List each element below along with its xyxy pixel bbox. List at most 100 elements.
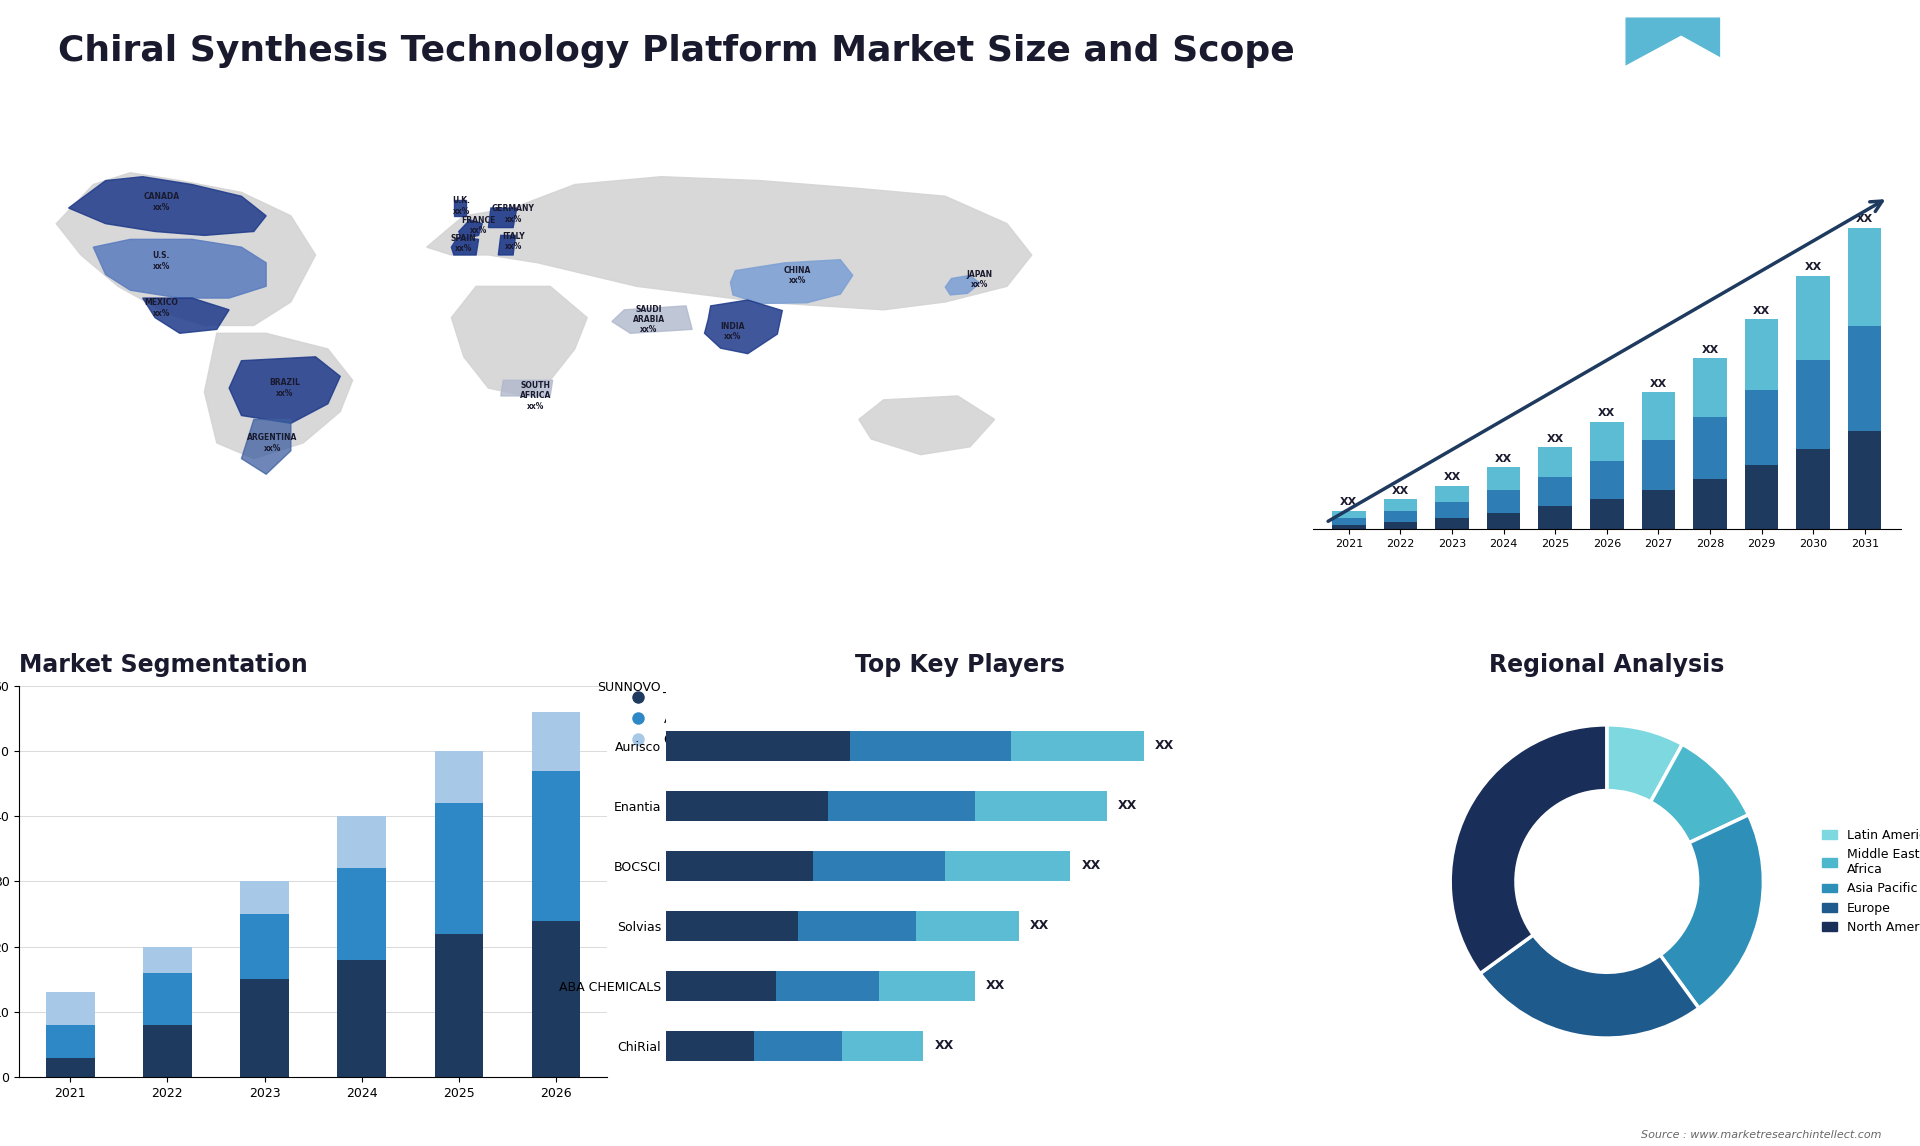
Text: MARKET: MARKET — [1757, 40, 1805, 50]
Polygon shape — [730, 260, 852, 304]
Bar — [532, 770, 580, 920]
Polygon shape — [499, 235, 516, 256]
Bar — [851, 731, 1012, 761]
Title: Top Key Players: Top Key Players — [854, 653, 1066, 677]
Bar — [1693, 358, 1726, 417]
Polygon shape — [69, 176, 267, 235]
Text: Source : www.marketresearchintellect.com: Source : www.marketresearchintellect.com — [1642, 1130, 1882, 1140]
Bar — [434, 751, 484, 803]
Text: Chiral Synthesis Technology Platform Market Size and Scope: Chiral Synthesis Technology Platform Mar… — [58, 34, 1294, 69]
Text: XX: XX — [1029, 919, 1048, 932]
Text: XX: XX — [1392, 486, 1409, 496]
Circle shape — [1517, 791, 1697, 972]
Polygon shape — [142, 298, 228, 333]
Text: Market Segmentation: Market Segmentation — [19, 653, 307, 677]
Text: XX: XX — [1154, 739, 1173, 752]
Bar — [1538, 477, 1572, 507]
Wedge shape — [1661, 815, 1763, 1008]
Text: CANADA
xx%: CANADA xx% — [144, 193, 179, 212]
Text: SPAIN
xx%: SPAIN xx% — [451, 234, 476, 253]
Text: BRAZIL
xx%: BRAZIL xx% — [269, 378, 300, 398]
Bar — [46, 992, 94, 1025]
Bar — [1538, 507, 1572, 529]
Bar — [240, 915, 288, 980]
Polygon shape — [501, 380, 553, 395]
Text: RESEARCH: RESEARCH — [1757, 66, 1818, 77]
Text: ARGENTINA
xx%: ARGENTINA xx% — [248, 433, 298, 453]
Text: INTELLECT: INTELLECT — [1757, 93, 1818, 103]
Text: XX: XX — [1701, 345, 1718, 354]
Bar — [1693, 479, 1726, 529]
Bar — [666, 971, 776, 1000]
Text: JAPAN
xx%: JAPAN xx% — [968, 269, 993, 289]
Bar — [1642, 392, 1674, 440]
Text: XX: XX — [1805, 262, 1822, 273]
Bar — [1332, 511, 1365, 518]
Title: Regional Analysis: Regional Analysis — [1490, 653, 1724, 677]
Text: U.S.
xx%: U.S. xx% — [152, 251, 169, 270]
Bar — [1538, 447, 1572, 477]
Text: ITALY
xx%: ITALY xx% — [501, 231, 524, 251]
Text: XX: XX — [1857, 214, 1874, 225]
Bar — [1642, 440, 1674, 490]
Text: XX: XX — [1117, 799, 1137, 813]
Polygon shape — [242, 419, 290, 474]
Bar — [776, 971, 879, 1000]
Legend: Latin America, Middle East &
Africa, Asia Pacific, Europe, North America: Latin America, Middle East & Africa, Asi… — [1816, 824, 1920, 939]
Bar — [144, 1025, 192, 1077]
Bar — [1384, 523, 1417, 529]
Bar — [532, 920, 580, 1077]
Bar — [1436, 486, 1469, 502]
Bar — [1590, 422, 1624, 461]
Bar — [1486, 490, 1521, 513]
Bar — [879, 971, 975, 1000]
Text: XX: XX — [985, 979, 1004, 992]
Text: XX: XX — [1496, 454, 1513, 464]
Polygon shape — [426, 176, 1031, 309]
Text: MEXICO
xx%: MEXICO xx% — [144, 298, 179, 317]
Text: CHINA
xx%: CHINA xx% — [783, 266, 810, 285]
Bar — [1797, 449, 1830, 529]
Bar — [975, 791, 1108, 821]
Bar — [1590, 500, 1624, 529]
Polygon shape — [451, 237, 478, 256]
Polygon shape — [945, 275, 979, 295]
Text: U.K.
xx%: U.K. xx% — [453, 196, 470, 215]
Bar — [1797, 276, 1830, 360]
Bar — [1847, 325, 1882, 431]
Polygon shape — [858, 395, 995, 455]
Bar — [666, 1030, 755, 1061]
Polygon shape — [488, 209, 516, 228]
Bar — [666, 850, 812, 881]
Bar — [1642, 490, 1674, 529]
Bar — [666, 731, 851, 761]
Bar — [1745, 319, 1778, 390]
Bar — [1847, 431, 1882, 529]
Text: XX: XX — [1597, 408, 1615, 418]
Polygon shape — [228, 356, 340, 423]
Text: FRANCE
xx%: FRANCE xx% — [461, 215, 495, 235]
Bar — [1384, 511, 1417, 523]
Bar — [812, 850, 945, 881]
Text: SAUDI
ARABIA
xx%: SAUDI ARABIA xx% — [634, 305, 664, 335]
Bar — [666, 911, 799, 941]
Bar — [46, 1025, 94, 1058]
Wedge shape — [1480, 935, 1699, 1038]
Text: XX: XX — [935, 1039, 954, 1052]
Text: XX: XX — [1444, 472, 1461, 482]
Bar — [799, 911, 916, 941]
Bar — [1797, 360, 1830, 449]
Bar — [755, 1030, 843, 1061]
Wedge shape — [1651, 744, 1749, 842]
Bar — [1436, 502, 1469, 518]
Polygon shape — [56, 173, 315, 325]
Bar — [1436, 518, 1469, 529]
Wedge shape — [1450, 725, 1607, 973]
Bar — [1486, 513, 1521, 529]
Bar — [532, 712, 580, 770]
Text: XX: XX — [1753, 306, 1770, 316]
Bar — [666, 791, 828, 821]
Text: XX: XX — [1081, 860, 1100, 872]
Bar — [1012, 731, 1144, 761]
Bar — [338, 869, 386, 960]
